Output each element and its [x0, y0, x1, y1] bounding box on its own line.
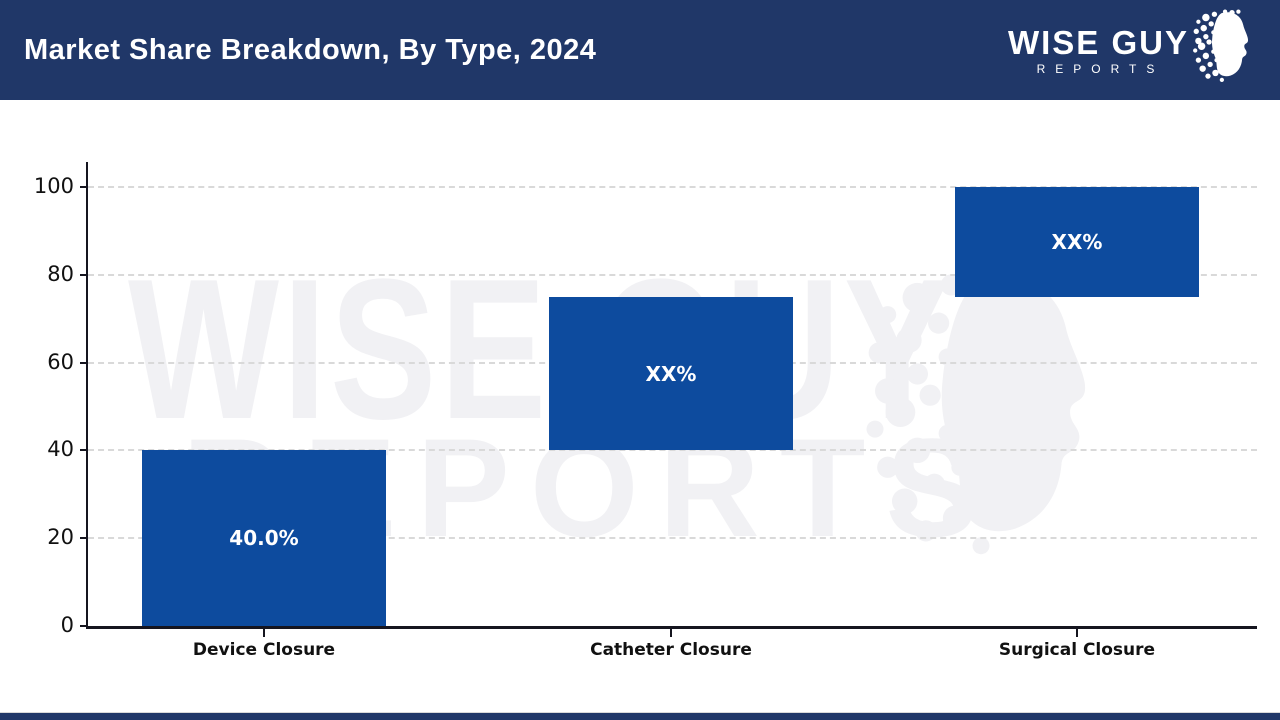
brand-logo-line1: WISE GUY	[1007, 23, 1189, 61]
x-tick-mark	[263, 629, 265, 637]
y-tick-mark	[80, 273, 88, 276]
x-category-label-catheter-closure: Catheter Closure	[590, 640, 752, 660]
page-title: Market Share Breakdown, By Type, 2024	[24, 33, 597, 66]
y-tick-label: 60	[47, 349, 74, 374]
brand-logo-text: WISE GUY REPORTS	[1008, 26, 1189, 75]
x-tick-mark	[1076, 629, 1078, 637]
bar-surgical-closure: XX%	[955, 187, 1199, 297]
bar-device-closure: 40.0%	[142, 450, 386, 626]
y-tick-label: 100	[33, 174, 74, 198]
y-tick-mark	[80, 537, 88, 540]
y-tick-mark	[80, 449, 88, 452]
brand-face-icon	[1192, 9, 1256, 91]
brand-logo-line2: REPORTS	[1036, 61, 1165, 76]
x-axis-line	[86, 626, 1257, 629]
y-gridline	[88, 537, 1257, 540]
y-gridline	[88, 449, 1257, 452]
bar-value-label: 40.0%	[229, 526, 299, 551]
x-tick-mark	[670, 629, 672, 637]
y-tick-label: 0	[60, 613, 74, 637]
chart-canvas: WISE GUY REPORTS 0 20 40 60 80 100 40.0% Device…	[0, 100, 1280, 713]
y-tick-label: 40	[47, 437, 74, 462]
y-gridline	[88, 273, 1257, 276]
y-tick-mark	[80, 186, 88, 188]
watermark-line1: WISE GUY	[128, 238, 954, 461]
y-tick-mark	[80, 361, 88, 364]
footer-bar	[0, 712, 1280, 720]
bar-value-label: XX%	[1051, 229, 1103, 254]
bar-value-label: XX%	[645, 361, 697, 386]
bar-catheter-closure: XX%	[549, 296, 793, 451]
x-category-label-surgical-closure: Surgical Closure	[998, 640, 1156, 660]
y-tick-label: 20	[47, 525, 74, 550]
y-tick-label: 80	[47, 261, 74, 286]
header-bar: Market Share Breakdown, By Type, 2024 WI…	[0, 0, 1280, 100]
y-axis-line	[86, 162, 88, 629]
x-category-label-device-closure: Device Closure	[192, 640, 336, 660]
brand-logo: WISE GUY REPORTS	[1008, 9, 1256, 91]
y-gridline	[88, 186, 1257, 188]
y-tick-mark	[80, 625, 88, 627]
